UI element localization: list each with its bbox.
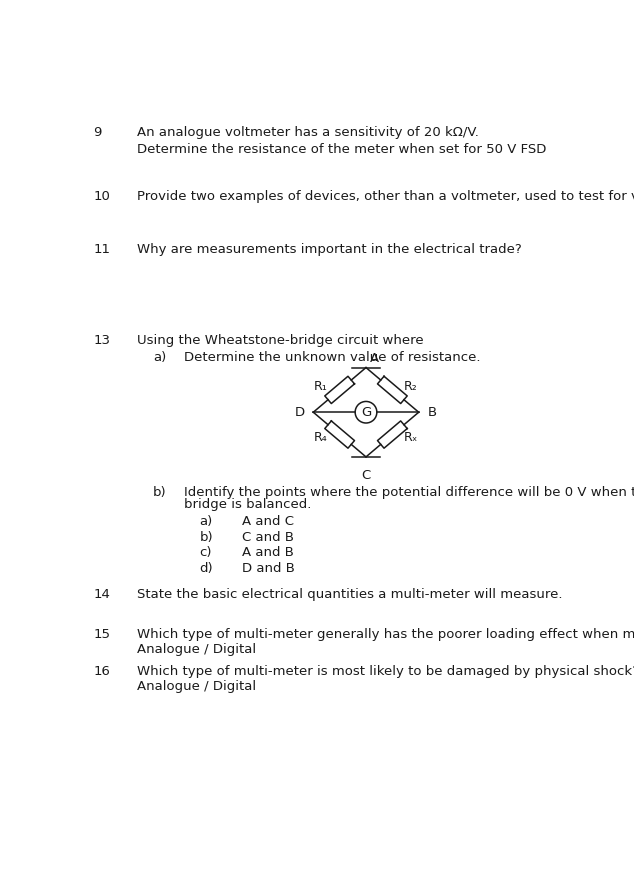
- Text: B: B: [428, 406, 437, 419]
- Text: A: A: [370, 353, 379, 365]
- Text: c): c): [199, 546, 212, 559]
- Text: 10: 10: [93, 191, 110, 204]
- Text: Why are measurements important in the electrical trade?: Why are measurements important in the el…: [138, 243, 522, 256]
- Text: R₂: R₂: [404, 381, 418, 394]
- Text: 9: 9: [93, 126, 101, 139]
- Text: D and B: D and B: [242, 562, 295, 575]
- Circle shape: [355, 402, 377, 423]
- Text: 16: 16: [93, 665, 110, 678]
- Text: 11: 11: [93, 243, 110, 256]
- Text: b): b): [199, 531, 213, 543]
- Text: R₄: R₄: [314, 431, 328, 444]
- Text: State the basic electrical quantities a multi-meter will measure.: State the basic electrical quantities a …: [138, 588, 563, 601]
- Text: Determine the unknown value of resistance.: Determine the unknown value of resistanc…: [184, 351, 481, 364]
- Text: 13: 13: [93, 333, 110, 346]
- Text: Which type of multi-meter is most likely to be damaged by physical shock?: Which type of multi-meter is most likely…: [138, 665, 634, 678]
- Text: a): a): [153, 351, 166, 364]
- Text: Rₓ: Rₓ: [404, 431, 418, 444]
- Text: Identify the points where the potential difference will be 0 V when the Wheatsto: Identify the points where the potential …: [184, 487, 634, 499]
- Text: b): b): [153, 487, 167, 499]
- Text: Which type of multi-meter generally has the poorer loading effect when measuring: Which type of multi-meter generally has …: [138, 628, 634, 640]
- Text: Analogue / Digital: Analogue / Digital: [138, 680, 257, 693]
- Text: Determine the resistance of the meter when set for 50 V FSD: Determine the resistance of the meter wh…: [138, 143, 547, 156]
- Text: 15: 15: [93, 628, 110, 640]
- Text: Provide two examples of devices, other than a voltmeter, used to test for voltag: Provide two examples of devices, other t…: [138, 191, 634, 204]
- Text: 14: 14: [93, 588, 110, 601]
- Text: Using the Wheatstone-bridge circuit where: Using the Wheatstone-bridge circuit wher…: [138, 333, 424, 346]
- Text: a): a): [199, 515, 212, 528]
- Text: Analogue / Digital: Analogue / Digital: [138, 643, 257, 656]
- Text: bridge is balanced.: bridge is balanced.: [184, 498, 311, 511]
- Text: C and B: C and B: [242, 531, 294, 543]
- Text: C: C: [361, 469, 371, 482]
- Text: d): d): [199, 562, 213, 575]
- Text: A and B: A and B: [242, 546, 294, 559]
- Text: A and C: A and C: [242, 515, 294, 528]
- Text: G: G: [361, 406, 371, 419]
- Text: D: D: [294, 406, 304, 419]
- Text: R₁: R₁: [314, 381, 328, 394]
- Text: An analogue voltmeter has a sensitivity of 20 kΩ/V.: An analogue voltmeter has a sensitivity …: [138, 126, 479, 139]
